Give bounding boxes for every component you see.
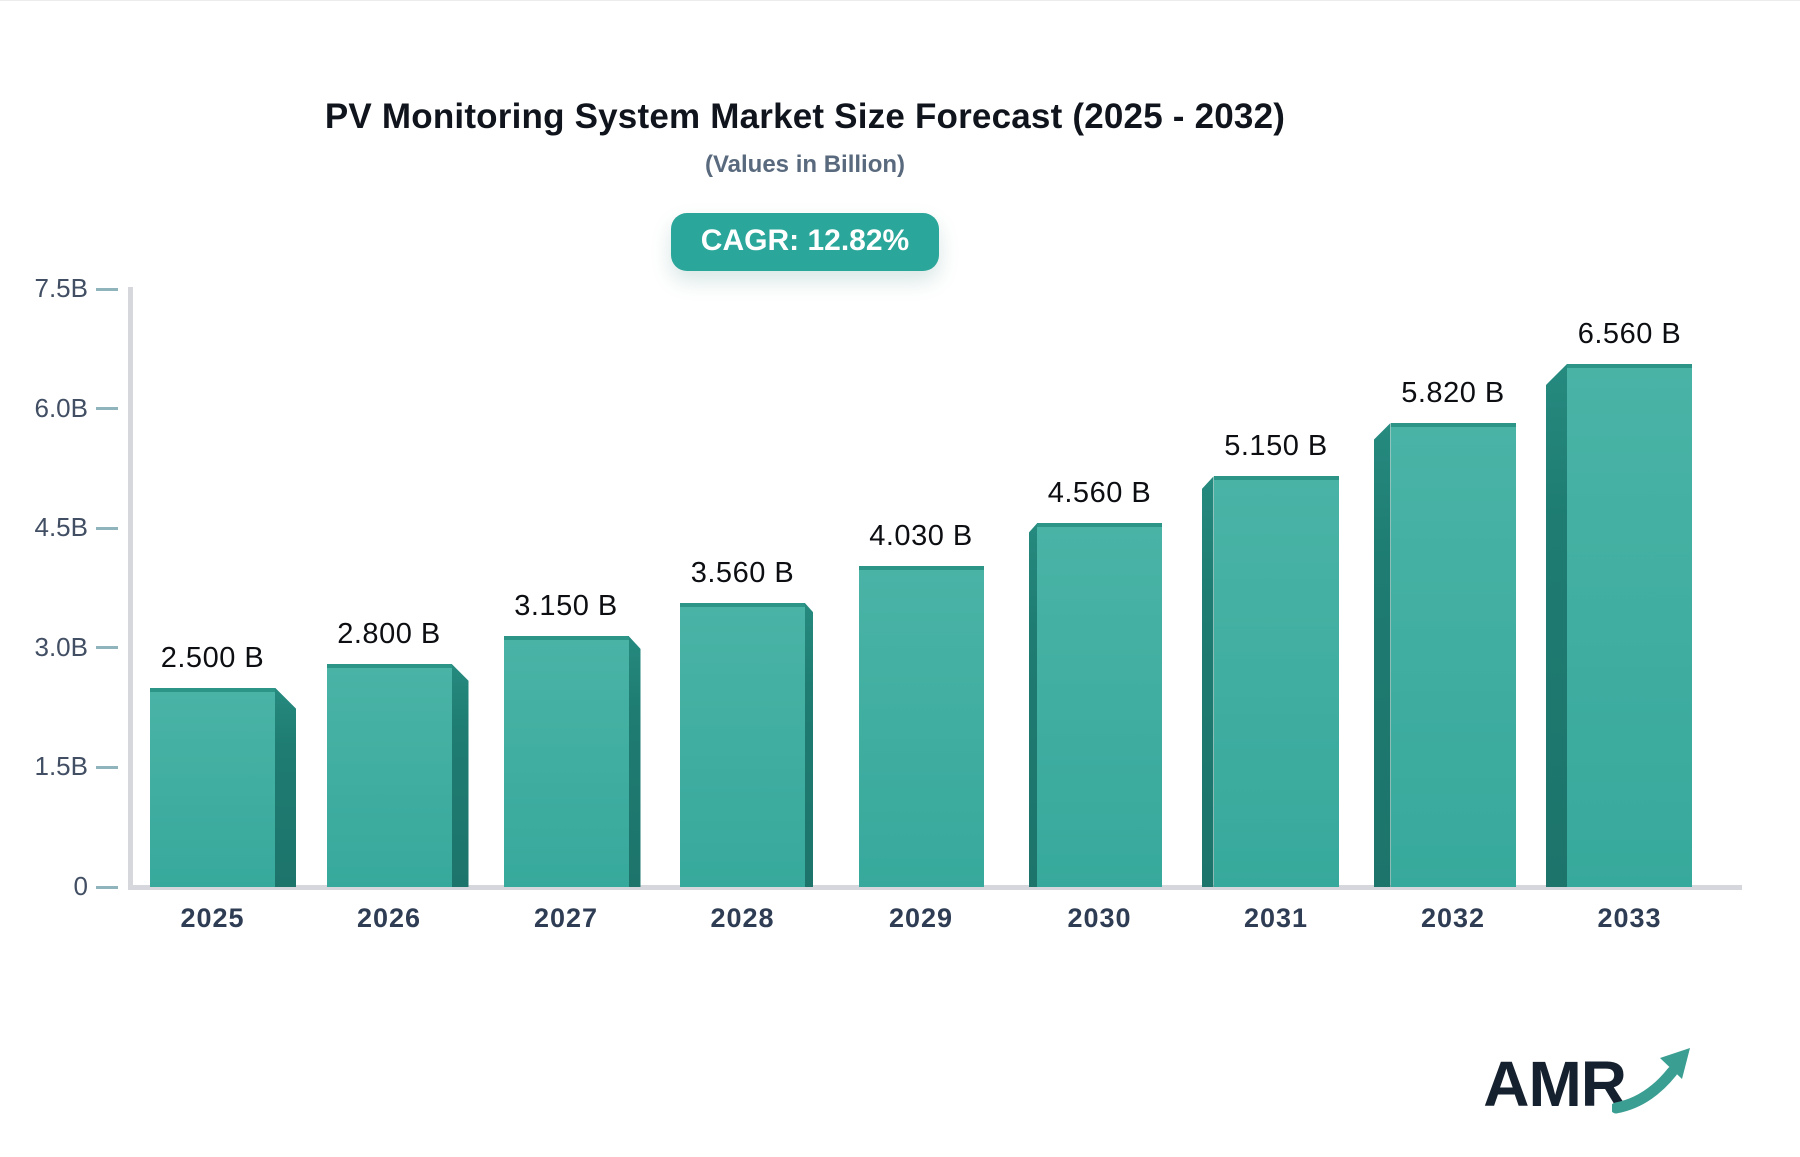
y-tick-dash [96, 646, 118, 650]
growth-arrow-icon [1610, 1046, 1698, 1129]
bar-side-2027 [628, 635, 641, 887]
x-tick-label: 2030 [1067, 903, 1132, 933]
chart-title: PV Monitoring System Market Size Forecas… [324, 97, 1286, 136]
bar-side-2032 [1373, 422, 1391, 887]
bar-2028 [680, 603, 805, 887]
bar-2025 [150, 687, 275, 887]
bar-value-label: 5.820 B [1401, 376, 1505, 409]
bar-value-label: 6.560 B [1577, 317, 1682, 350]
y-tick-label: 6.0B [34, 392, 89, 423]
bar-2033 [1567, 363, 1692, 887]
y-tick-dash [96, 407, 118, 411]
bar-2030 [1037, 523, 1162, 887]
y-tick-dash [96, 765, 118, 769]
bar-value-label: 2.800 B [337, 617, 441, 650]
bar-side-2031 [1201, 476, 1214, 887]
bar-value-label: 5.150 B [1224, 430, 1328, 463]
y-tick-dash [96, 885, 118, 889]
x-tick-label: 2025 [180, 903, 245, 933]
bar-2032 [1390, 422, 1516, 887]
amr-logo-text: AMR [1483, 1048, 1627, 1120]
bar-value-label: 3.560 B [690, 557, 795, 590]
chart-header: PV Monitoring System Market Size Forecas… [0, 1, 1610, 271]
y-tick-dash [96, 287, 118, 291]
x-tick-label: 2028 [710, 903, 775, 933]
bar-side-2033 [1546, 363, 1567, 887]
bar-2027 [503, 635, 629, 887]
x-tick-label: 2026 [356, 903, 422, 933]
x-tick-label: 2029 [888, 903, 954, 933]
x-axis-baseline [128, 885, 1742, 890]
x-tick-label: 2027 [533, 903, 599, 933]
bar-value-label: 2.500 B [160, 641, 265, 674]
cagr-badge: CAGR: 12.82% [670, 213, 940, 271]
bar-2026 [326, 663, 452, 887]
bar-2029 [858, 565, 984, 887]
x-tick-label: 2031 [1243, 903, 1309, 933]
y-tick-dash [96, 526, 118, 530]
y-tick-label: 0 [73, 871, 88, 901]
bar-2031 [1213, 476, 1339, 887]
x-tick-label: 2032 [1420, 903, 1486, 933]
bar-side-2028 [805, 603, 813, 887]
bar-value-label: 4.560 B [1047, 477, 1152, 510]
bar-side-2030 [1029, 523, 1037, 887]
y-axis [128, 287, 133, 890]
chart-subtitle: (Values in Billion) [704, 151, 906, 178]
bar-side-2026 [451, 663, 469, 887]
y-tick-label: 4.5B [34, 512, 89, 543]
bar-side-2025 [275, 687, 296, 887]
bar-value-label: 3.150 B [514, 589, 618, 622]
y-tick-label: 3.0B [34, 631, 89, 662]
y-tick-label: 1.5B [34, 751, 89, 782]
x-tick-label: 2033 [1597, 903, 1662, 933]
bar-value-label: 4.030 B [869, 519, 973, 552]
amr-logo: AMR [1483, 1048, 1698, 1129]
y-tick-label: 7.5B [34, 273, 89, 303]
